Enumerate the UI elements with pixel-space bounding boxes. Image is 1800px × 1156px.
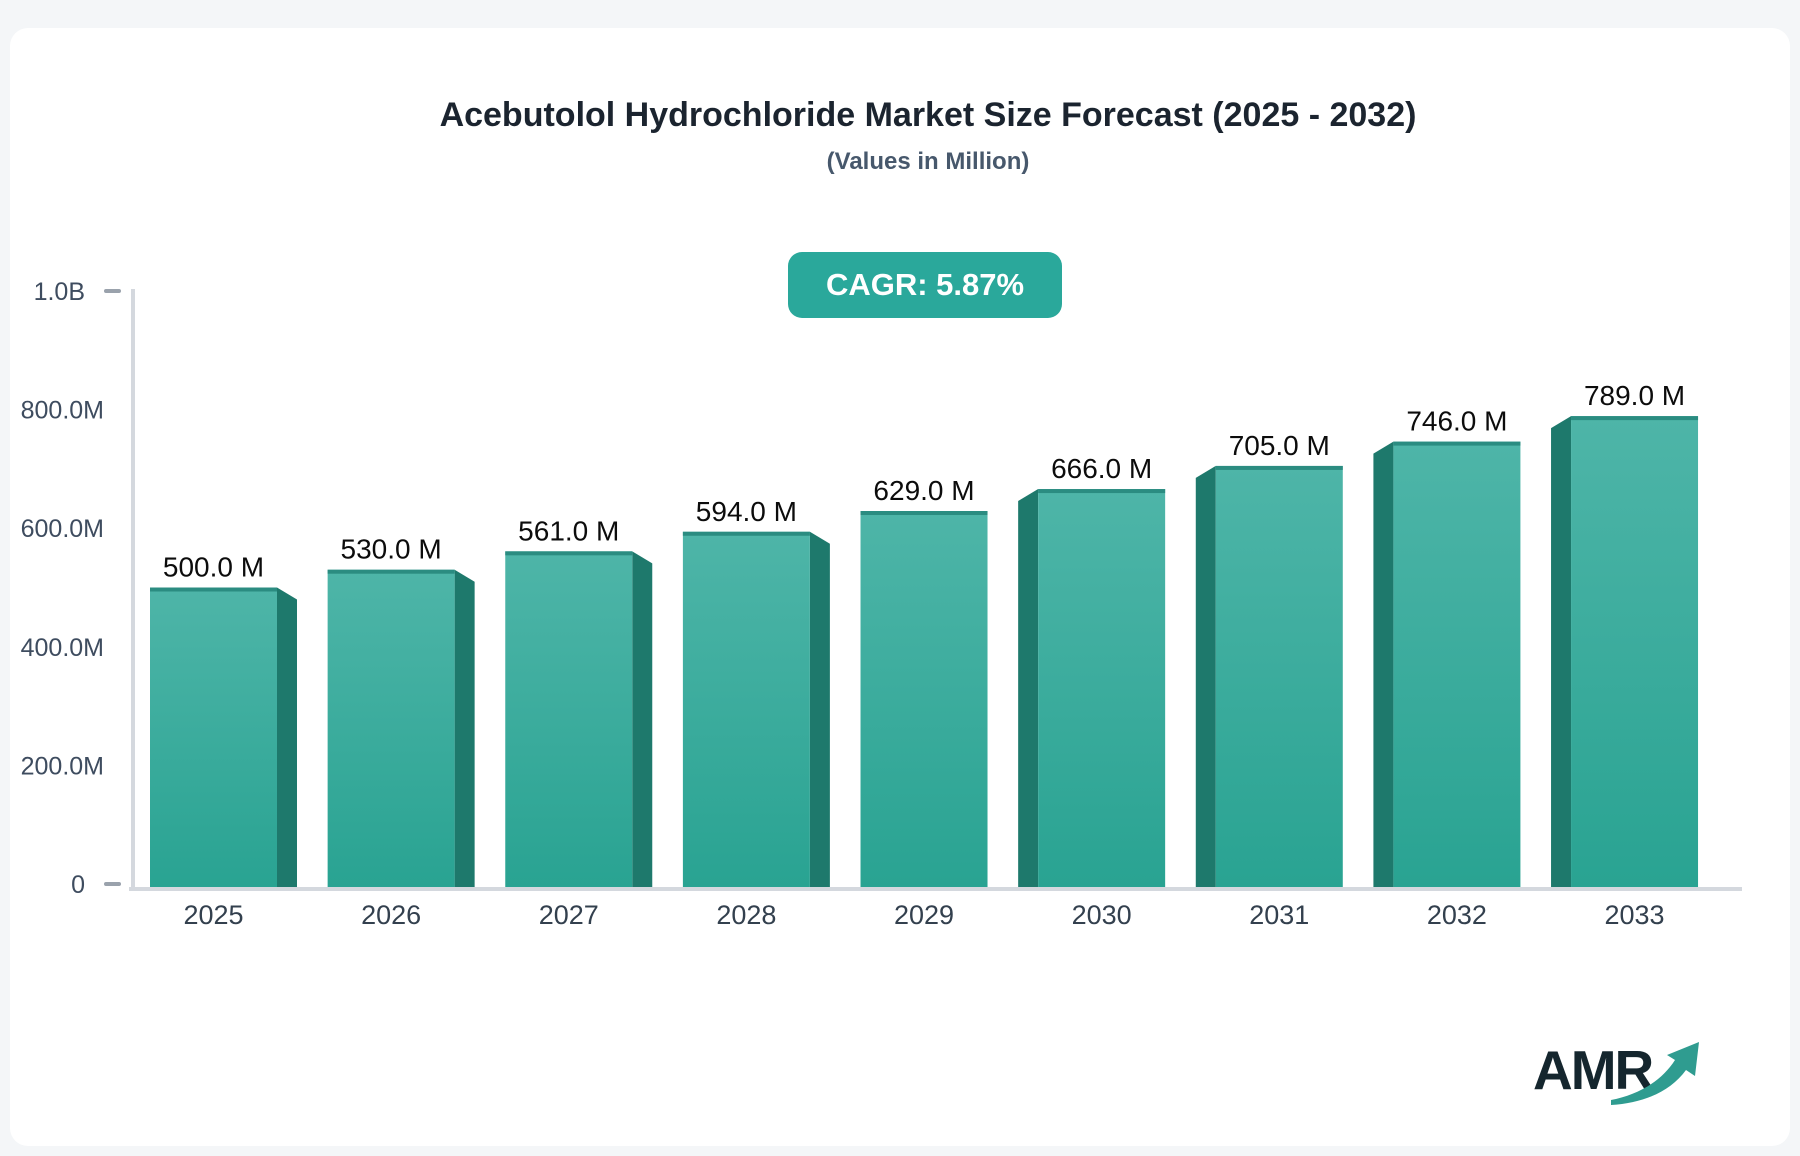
bar-value-label: 500.0 M [163, 552, 264, 583]
cagr-badge-label: CAGR: 5.87% [825, 267, 1025, 302]
bar-side [809, 531, 830, 887]
x-axis-label: 2027 [539, 900, 599, 930]
bar-side [1551, 416, 1572, 887]
y-axis-tick [104, 882, 121, 886]
bar-value-label: 594.0 M [696, 496, 797, 527]
bar-value-label: 530.0 M [341, 534, 442, 565]
bar [860, 511, 988, 887]
x-axis-label: 2032 [1427, 900, 1487, 930]
bar [1393, 441, 1521, 887]
bar [1215, 465, 1343, 887]
y-axis-line [131, 289, 135, 891]
bar [150, 587, 277, 887]
x-axis-label: 2026 [361, 900, 421, 930]
bar-top-edge [682, 531, 810, 536]
growth-arrow-icon [1611, 1042, 1699, 1105]
bar-side [1195, 465, 1216, 887]
x-axis-label: 2029 [894, 900, 954, 930]
y-axis-label: 600.0M [21, 515, 104, 543]
bar-value-label: 666.0 M [1051, 453, 1152, 484]
bar-top-edge [1571, 416, 1699, 421]
bar-top-edge [505, 551, 633, 556]
bar-side [1373, 441, 1394, 887]
bar [1038, 489, 1166, 887]
bar [327, 569, 455, 887]
y-axis-label: 200.0M [21, 752, 104, 780]
amr-logo: AMR [1533, 1040, 1723, 1110]
y-axis-label: 0 [71, 871, 85, 899]
x-axis-label: 2030 [1072, 900, 1132, 930]
x-axis-line [129, 887, 1742, 891]
bar-value-label: 746.0 M [1406, 406, 1507, 437]
bars-layer [150, 416, 1699, 887]
x-axis-label: 2025 [183, 900, 243, 930]
bar-top-edge [1038, 489, 1166, 494]
bar-top-edge [1215, 465, 1343, 470]
bar-top-edge [327, 569, 455, 574]
bar [1571, 416, 1699, 887]
labels-layer: 1.0B 800.0M 600.0M 400.0M 200.0M 0 500.0 M 2025… [21, 278, 1686, 930]
bar-side [632, 551, 653, 887]
chart-subtitle: (Values in Million) [826, 148, 1030, 175]
bar-side [1018, 489, 1039, 887]
amr-logo-text: AMR [1533, 1039, 1654, 1101]
bar [505, 551, 633, 887]
y-axis-tick [104, 289, 121, 293]
bar-value-label: 789.0 M [1584, 380, 1685, 411]
y-axis-label: 1.0B [34, 278, 85, 306]
chart-title: Acebutolol Hydrochloride Market Size For… [439, 96, 1417, 134]
y-axis-label: 400.0M [21, 634, 104, 662]
x-axis-label: 2033 [1605, 900, 1665, 930]
bar-side [454, 569, 475, 887]
bar-value-label: 705.0 M [1229, 430, 1330, 461]
bar-side [277, 587, 297, 887]
bar-top-edge [150, 587, 277, 592]
y-axis-label: 800.0M [21, 397, 104, 425]
bar-top-edge [860, 511, 988, 516]
cagr-badge: CAGR: 5.87% [788, 252, 1062, 318]
bar-value-label: 561.0 M [518, 515, 619, 546]
bar [682, 531, 810, 887]
x-axis-label: 2031 [1249, 900, 1309, 930]
bar-value-label: 629.0 M [873, 475, 974, 506]
axis-layer [129, 289, 1742, 891]
bar-top-edge [1393, 441, 1521, 446]
x-axis-label: 2028 [716, 900, 776, 930]
